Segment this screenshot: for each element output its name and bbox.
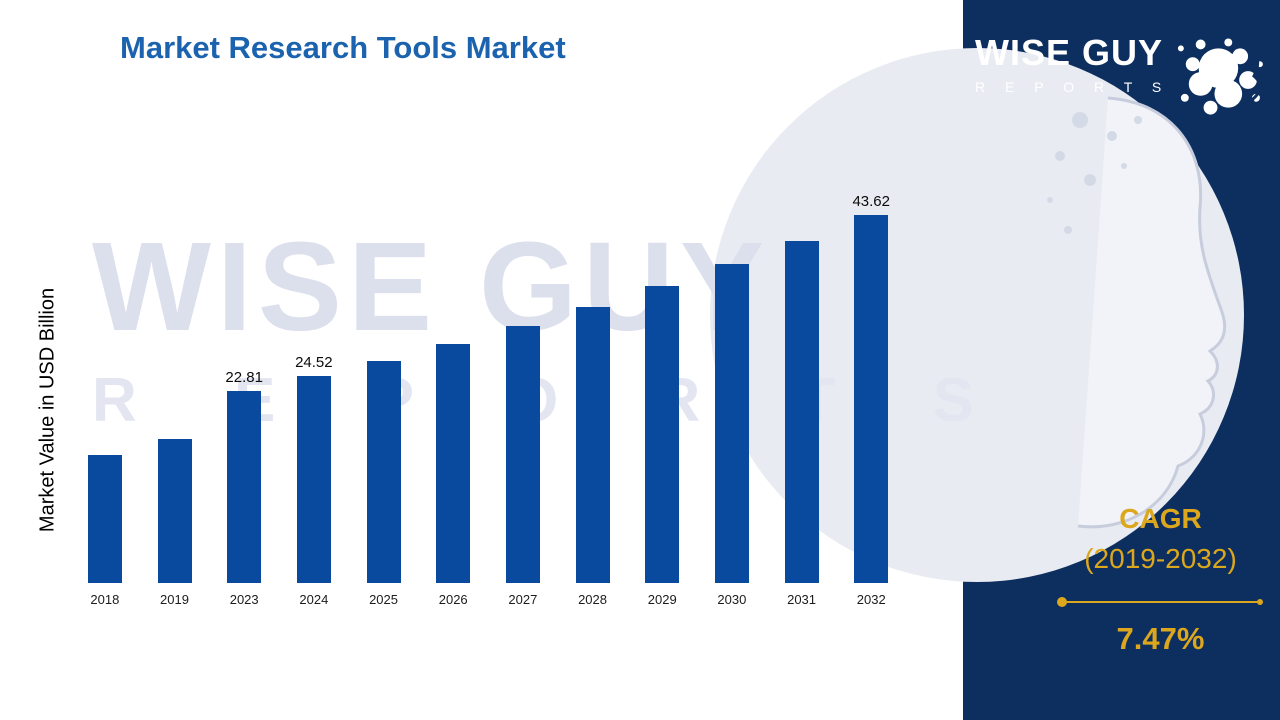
x-axis: 2018 2019 2023 2024 2025 2026 2027 2028 2029 2030… (70, 592, 906, 607)
bar-slot-2032: 43.62 (836, 178, 906, 583)
divider-dot-right (1256, 599, 1263, 605)
bar-2031 (784, 240, 819, 583)
cagr-value: 7.47% (1116, 621, 1205, 656)
bar-2019 (157, 438, 192, 583)
x-axis-label-2030: 2030 (717, 592, 747, 607)
bar-2032 (854, 215, 889, 583)
x-axis-label-2024: 2024 (299, 592, 329, 607)
x-axis-label-2029: 2029 (647, 592, 677, 607)
y-axis-title: Market Value in USD Billion (36, 287, 59, 533)
bar-2024 (296, 376, 331, 583)
bar-2026 (436, 344, 471, 583)
cagr-divider (1056, 597, 1263, 607)
dotted-head-icon (1178, 38, 1264, 121)
x-axis-label-2028: 2028 (578, 592, 607, 607)
cagr-label: CAGR (1119, 503, 1202, 534)
bar-slot-2023: 22.81 (209, 178, 279, 583)
x-axis-label-2023: 2023 (229, 592, 259, 607)
bar-2018 (87, 454, 122, 583)
bar-slot-2029 (627, 178, 697, 583)
cagr-block: CAGR (2019-2032) 7.47% (1048, 503, 1273, 657)
x-axis-label-2026: 2026 (438, 592, 468, 607)
x-axis-label-2031: 2031 (787, 592, 817, 607)
bar-2030 (714, 264, 749, 583)
bar-2025 (366, 360, 401, 583)
bar-value-label: 24.52 (295, 354, 333, 372)
bar-slot-2028 (558, 178, 628, 583)
wiseguy-logo: WISE GUY R E P O R T S (975, 32, 1275, 126)
bar-2028 (575, 307, 610, 583)
bar-slot-2031 (767, 178, 837, 583)
x-axis-label-2025: 2025 (369, 592, 398, 607)
cagr-period: (2019-2032) (1084, 543, 1237, 574)
x-axis-label-2032: 2032 (856, 592, 886, 607)
bar-slot-2026 (418, 178, 488, 583)
logo-text: WISE GUY R E P O R T S (975, 32, 1169, 95)
x-axis-label-2027: 2027 (508, 592, 538, 607)
bar-slot-2025 (349, 178, 419, 583)
face-profile-watermark (1047, 96, 1227, 529)
logo-name: WISE GUY (975, 32, 1164, 73)
bar-slot-2019 (140, 178, 210, 583)
bar-value-label: 43.62 (852, 193, 890, 210)
logo-subtitle: R E P O R T S (975, 79, 1170, 95)
x-axis-label-2018: 2018 (90, 592, 120, 607)
x-axis-label-2019: 2019 (160, 592, 189, 607)
bar-value-label: 22.81 (225, 368, 263, 386)
bar-chart: 22.81 24.52 43.62 (70, 178, 906, 583)
dots-texture (1047, 112, 1142, 234)
bar-slot-2024: 24.52 (279, 178, 349, 583)
bar-2027 (505, 326, 540, 583)
bar-slot-2030 (697, 178, 767, 583)
bar-2029 (645, 286, 680, 583)
page-title: Market Research Tools Market (120, 30, 566, 65)
bar-slot-2018 (70, 178, 140, 583)
divider-dot-left (1056, 597, 1067, 607)
bar-slot-2027 (488, 178, 558, 583)
bar-2023 (227, 390, 262, 583)
